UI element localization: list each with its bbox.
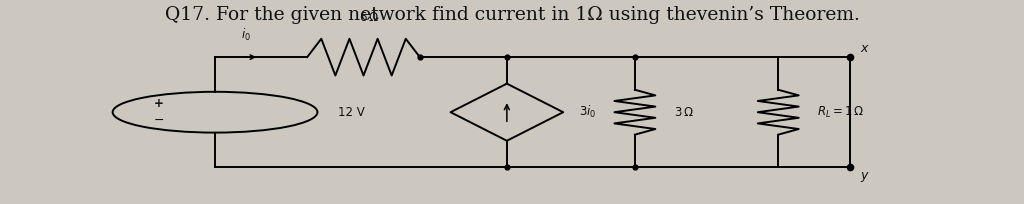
Text: −: − xyxy=(154,114,164,127)
Text: 12 V: 12 V xyxy=(338,106,365,119)
Text: Q17. For the given network find current in 1Ω using thevenin’s Theorem.: Q17. For the given network find current … xyxy=(165,6,859,24)
Text: +: + xyxy=(154,97,164,110)
Text: $i_0$: $i_0$ xyxy=(241,27,251,43)
Text: $R_L = 1\,\Omega$: $R_L = 1\,\Omega$ xyxy=(817,105,864,120)
Text: y: y xyxy=(860,169,867,182)
Text: $3i_0$: $3i_0$ xyxy=(579,104,596,120)
Text: x: x xyxy=(860,42,867,55)
Text: $3\,\Omega$: $3\,\Omega$ xyxy=(674,106,694,119)
Text: $6\,\Omega$: $6\,\Omega$ xyxy=(358,11,379,24)
